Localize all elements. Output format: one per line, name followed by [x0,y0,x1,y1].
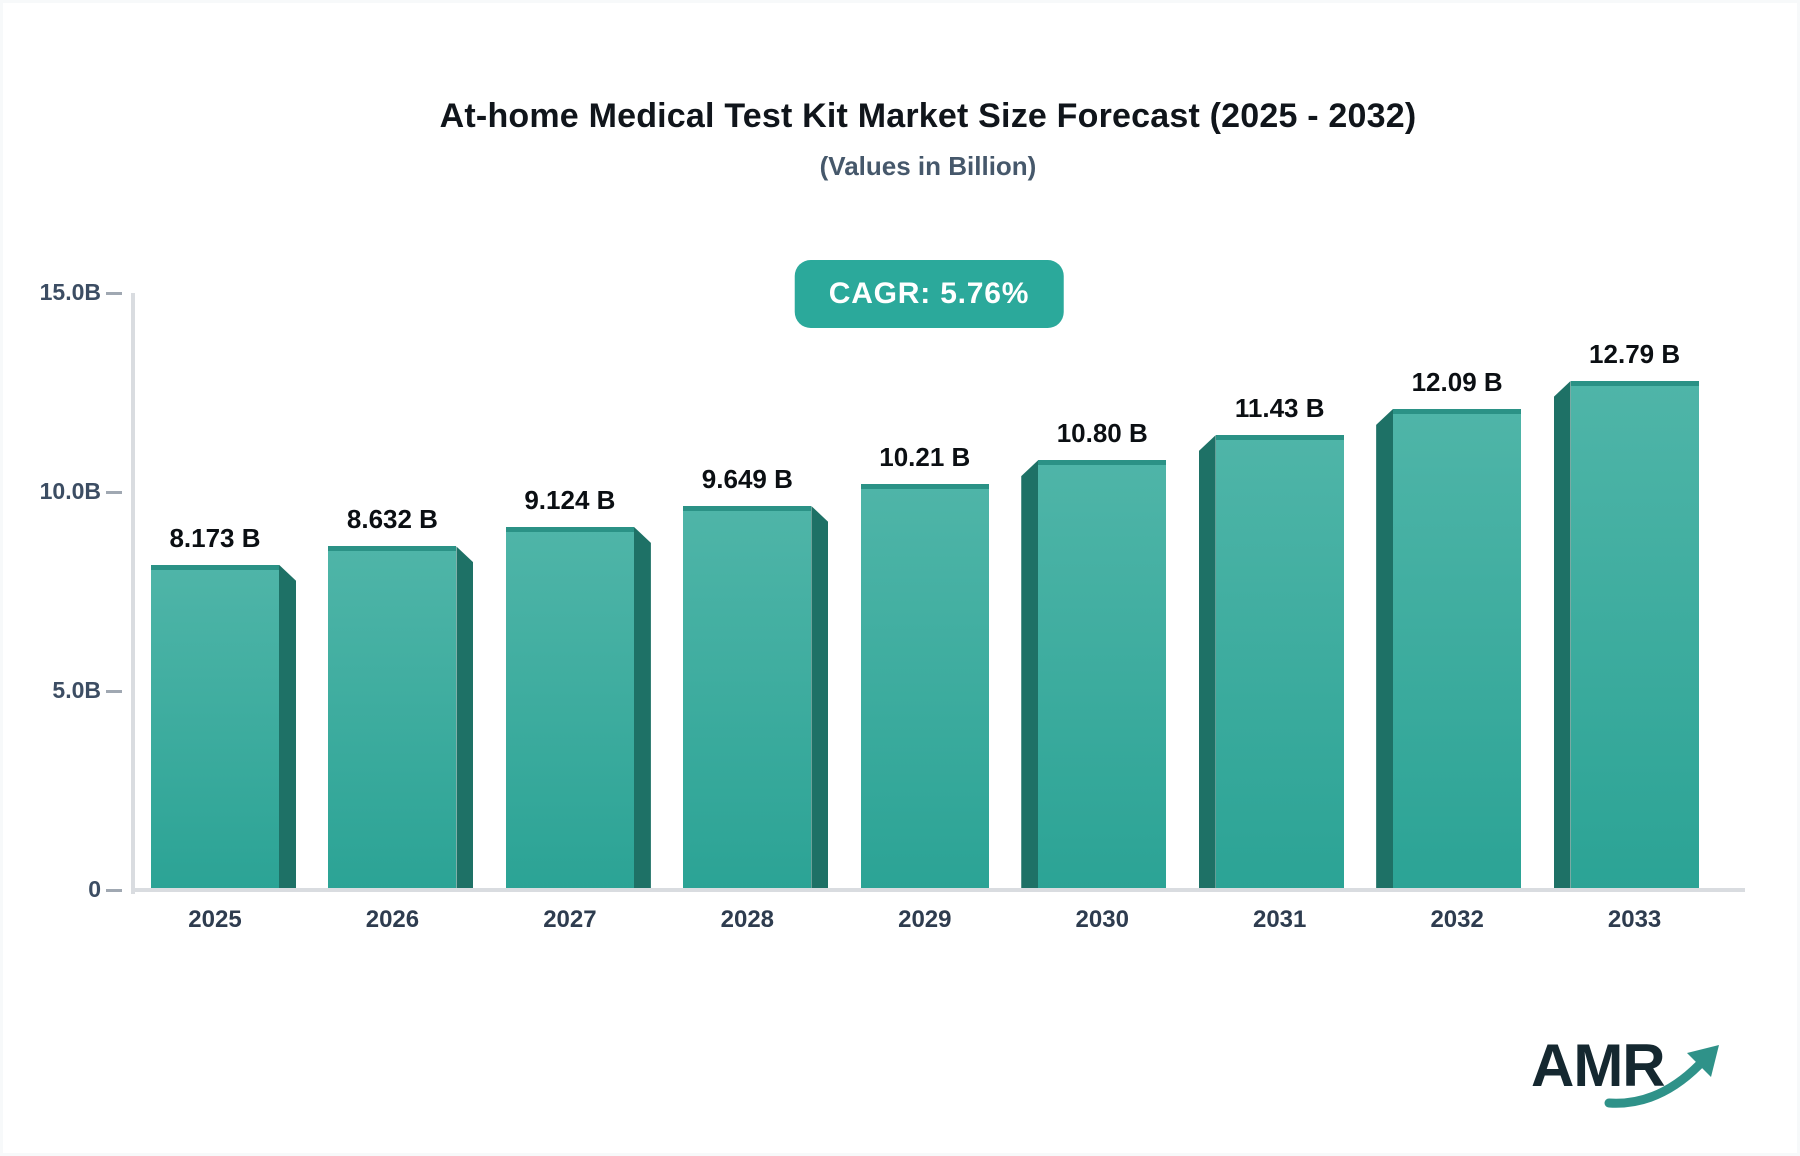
y-axis-tick-mark [106,690,122,693]
bar-top-edge [1570,380,1699,386]
bar-top-edge [505,526,634,532]
y-axis-tick-mark [106,491,122,494]
bar-value-label: 12.79 B [1589,338,1681,369]
bar-top-edge [151,564,279,570]
bar-3d-side [1198,435,1216,892]
x-axis-label-2025: 2025 [188,906,242,933]
bar-2028 [683,505,812,892]
bar-value-label: 9.649 B [701,463,793,494]
bar-3d-side [1553,380,1571,892]
y-axis-tick-label: 0 [88,876,101,902]
bar-value-label: 8.632 B [346,504,438,535]
bar-3d-side [811,505,829,892]
bar-value-label: 12.09 B [1411,366,1503,397]
x-axis-label-2028: 2028 [720,906,775,933]
x-axis-line [131,888,1745,892]
bar-top-edge [1215,435,1344,441]
x-axis-label-2026: 2026 [365,906,420,933]
bar-3d-side [456,546,474,892]
bar-value-label: 10.21 B [879,441,971,472]
bar-2026 [328,546,457,892]
x-axis-label-2027: 2027 [543,906,597,933]
x-axis-label-2032: 2032 [1430,906,1484,933]
x-axis-label-2030: 2030 [1075,906,1129,933]
y-axis-tick-label: 15.0B [39,279,101,305]
x-axis-label-2031: 2031 [1252,906,1307,933]
plot-area: 15.0B 10.0B 5.0B 0 8.173 B 2025 8.632 B 2026 9.1… [3,3,1797,1153]
bar-top-edge [860,483,989,489]
bar-3d-side [1021,460,1039,892]
bar-3d-side [279,564,296,892]
bar-2032 [1393,408,1522,892]
bar-value-label: 9.124 B [524,484,616,515]
y-axis-tick-mark [106,889,122,892]
chart-subtitle: (Values in Billion) [819,151,1037,181]
bar-2027 [505,526,634,892]
bar-3d-side [633,526,651,892]
growth-arrow-icon [1604,1045,1719,1108]
bar-top-edge [683,505,812,511]
bar-top-edge [328,546,457,552]
bar-value-label: 8.173 B [169,522,261,553]
bar-2025 [151,564,279,892]
bar-2030 [1038,460,1167,892]
y-axis-tick-label: 5.0B [52,677,101,703]
bar-2033 [1570,380,1699,892]
x-axis-label-2029: 2029 [898,906,952,933]
y-axis-line [131,293,135,894]
amr-logo-text: AMR [1531,1032,1666,1099]
bar-2031 [1215,435,1344,892]
bar-value-label: 10.80 B [1056,418,1148,449]
y-axis-tick-mark [106,292,122,295]
x-axis-label-2033: 2033 [1607,906,1662,933]
amr-logo: AMR [1531,1025,1721,1115]
cagr-badge: CAGR: 5.76% [794,260,1064,328]
bar-top-edge [1038,460,1167,466]
bar-3d-side [1376,408,1394,892]
bar-value-label: 11.43 B [1234,393,1325,424]
chart-title: At-home Medical Test Kit Market Size For… [439,97,1417,135]
bar-top-edge [1393,408,1522,414]
bar-2029 [860,483,989,892]
y-axis-tick-label: 10.0B [39,478,101,504]
